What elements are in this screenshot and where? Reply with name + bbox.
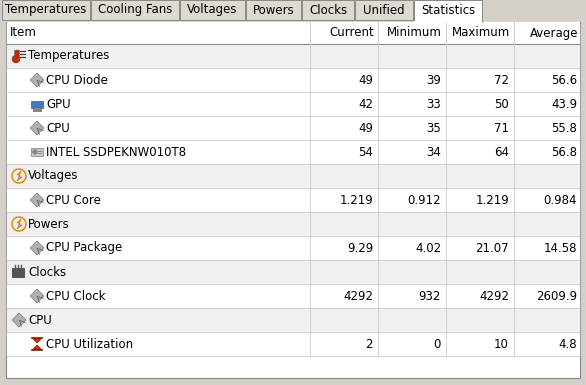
Polygon shape: [30, 121, 44, 135]
Text: Powers: Powers: [28, 218, 70, 231]
Text: 2609.9: 2609.9: [536, 290, 577, 303]
Bar: [7, 92, 579, 116]
Bar: [7, 212, 579, 236]
Bar: [7, 260, 579, 284]
Bar: [13, 50, 19, 59]
Bar: [180, 0, 245, 20]
Polygon shape: [30, 241, 44, 255]
Text: 4.02: 4.02: [415, 241, 441, 254]
Text: Temperatures: Temperatures: [5, 3, 87, 17]
Bar: [0, 0, 586, 22]
Bar: [7, 284, 579, 308]
Text: 71: 71: [494, 122, 509, 134]
Text: 56.6: 56.6: [551, 74, 577, 87]
Text: 56.8: 56.8: [551, 146, 577, 159]
Polygon shape: [17, 219, 22, 229]
Text: Cooling Fans: Cooling Fans: [98, 3, 172, 17]
Text: 9.29: 9.29: [347, 241, 373, 254]
Text: 21.07: 21.07: [475, 241, 509, 254]
Bar: [7, 68, 579, 92]
Text: 0.984: 0.984: [543, 194, 577, 206]
Text: 33: 33: [426, 97, 441, 110]
Text: CPU: CPU: [28, 313, 52, 326]
Text: Clocks: Clocks: [28, 266, 66, 278]
Text: 50: 50: [494, 97, 509, 110]
Text: Voltages: Voltages: [28, 169, 79, 182]
Bar: [7, 44, 579, 68]
Text: 14.58: 14.58: [543, 241, 577, 254]
Text: 43.9: 43.9: [551, 97, 577, 110]
Text: 1.219: 1.219: [475, 194, 509, 206]
Text: 34: 34: [426, 146, 441, 159]
Text: 0.912: 0.912: [407, 194, 441, 206]
Text: 35: 35: [426, 122, 441, 134]
Bar: [302, 0, 354, 20]
Text: 72: 72: [494, 74, 509, 87]
Circle shape: [33, 150, 37, 154]
Text: CPU Package: CPU Package: [46, 241, 122, 254]
Text: Voltages: Voltages: [188, 3, 238, 17]
Text: Item: Item: [10, 27, 37, 40]
Text: 0: 0: [434, 338, 441, 350]
Bar: [7, 140, 579, 164]
Bar: [7, 332, 579, 356]
Text: Powers: Powers: [253, 3, 294, 17]
Text: Minimum: Minimum: [387, 27, 442, 40]
Bar: [7, 22, 579, 44]
Text: 4292: 4292: [479, 290, 509, 303]
Polygon shape: [32, 345, 42, 350]
Text: 4.8: 4.8: [558, 338, 577, 350]
Text: Temperatures: Temperatures: [28, 50, 110, 62]
Circle shape: [12, 55, 19, 62]
Polygon shape: [32, 338, 42, 343]
Bar: [7, 164, 579, 188]
Text: 49: 49: [358, 122, 373, 134]
Text: 10: 10: [494, 338, 509, 350]
Polygon shape: [30, 289, 44, 303]
Bar: [32, 102, 42, 106]
Text: Unified: Unified: [363, 3, 405, 17]
Bar: [355, 0, 413, 20]
Bar: [12, 268, 24, 277]
Text: 64: 64: [494, 146, 509, 159]
Text: 932: 932: [418, 290, 441, 303]
Text: Current: Current: [329, 27, 374, 40]
Bar: [246, 0, 301, 20]
Text: Maximum: Maximum: [452, 27, 510, 40]
Bar: [7, 236, 579, 260]
Text: 54: 54: [358, 146, 373, 159]
Text: CPU Utilization: CPU Utilization: [46, 338, 133, 350]
Text: CPU Clock: CPU Clock: [46, 290, 105, 303]
Text: 42: 42: [358, 97, 373, 110]
Bar: [33, 107, 41, 111]
Text: 4292: 4292: [343, 290, 373, 303]
Bar: [7, 188, 579, 212]
Text: INTEL SSDPEKNW010T8: INTEL SSDPEKNW010T8: [46, 146, 186, 159]
Text: 55.8: 55.8: [551, 122, 577, 134]
Polygon shape: [30, 193, 44, 207]
Text: CPU: CPU: [46, 122, 70, 134]
Bar: [2, 0, 90, 20]
Text: GPU: GPU: [46, 97, 71, 110]
Text: 39: 39: [426, 74, 441, 87]
Polygon shape: [12, 313, 26, 327]
Bar: [7, 308, 579, 332]
Text: Average: Average: [530, 27, 578, 40]
Bar: [31, 101, 43, 108]
Text: 49: 49: [358, 74, 373, 87]
Text: CPU Core: CPU Core: [46, 194, 101, 206]
Text: CPU Diode: CPU Diode: [46, 74, 108, 87]
Bar: [91, 0, 179, 20]
Bar: [15, 50, 18, 59]
Bar: [414, 0, 482, 22]
Text: Clocks: Clocks: [309, 3, 347, 17]
Bar: [7, 116, 579, 140]
Bar: [31, 148, 43, 156]
Polygon shape: [30, 73, 44, 87]
Text: 2: 2: [366, 338, 373, 350]
Text: 1.219: 1.219: [339, 194, 373, 206]
Polygon shape: [17, 171, 22, 181]
Text: Statistics: Statistics: [421, 5, 475, 17]
